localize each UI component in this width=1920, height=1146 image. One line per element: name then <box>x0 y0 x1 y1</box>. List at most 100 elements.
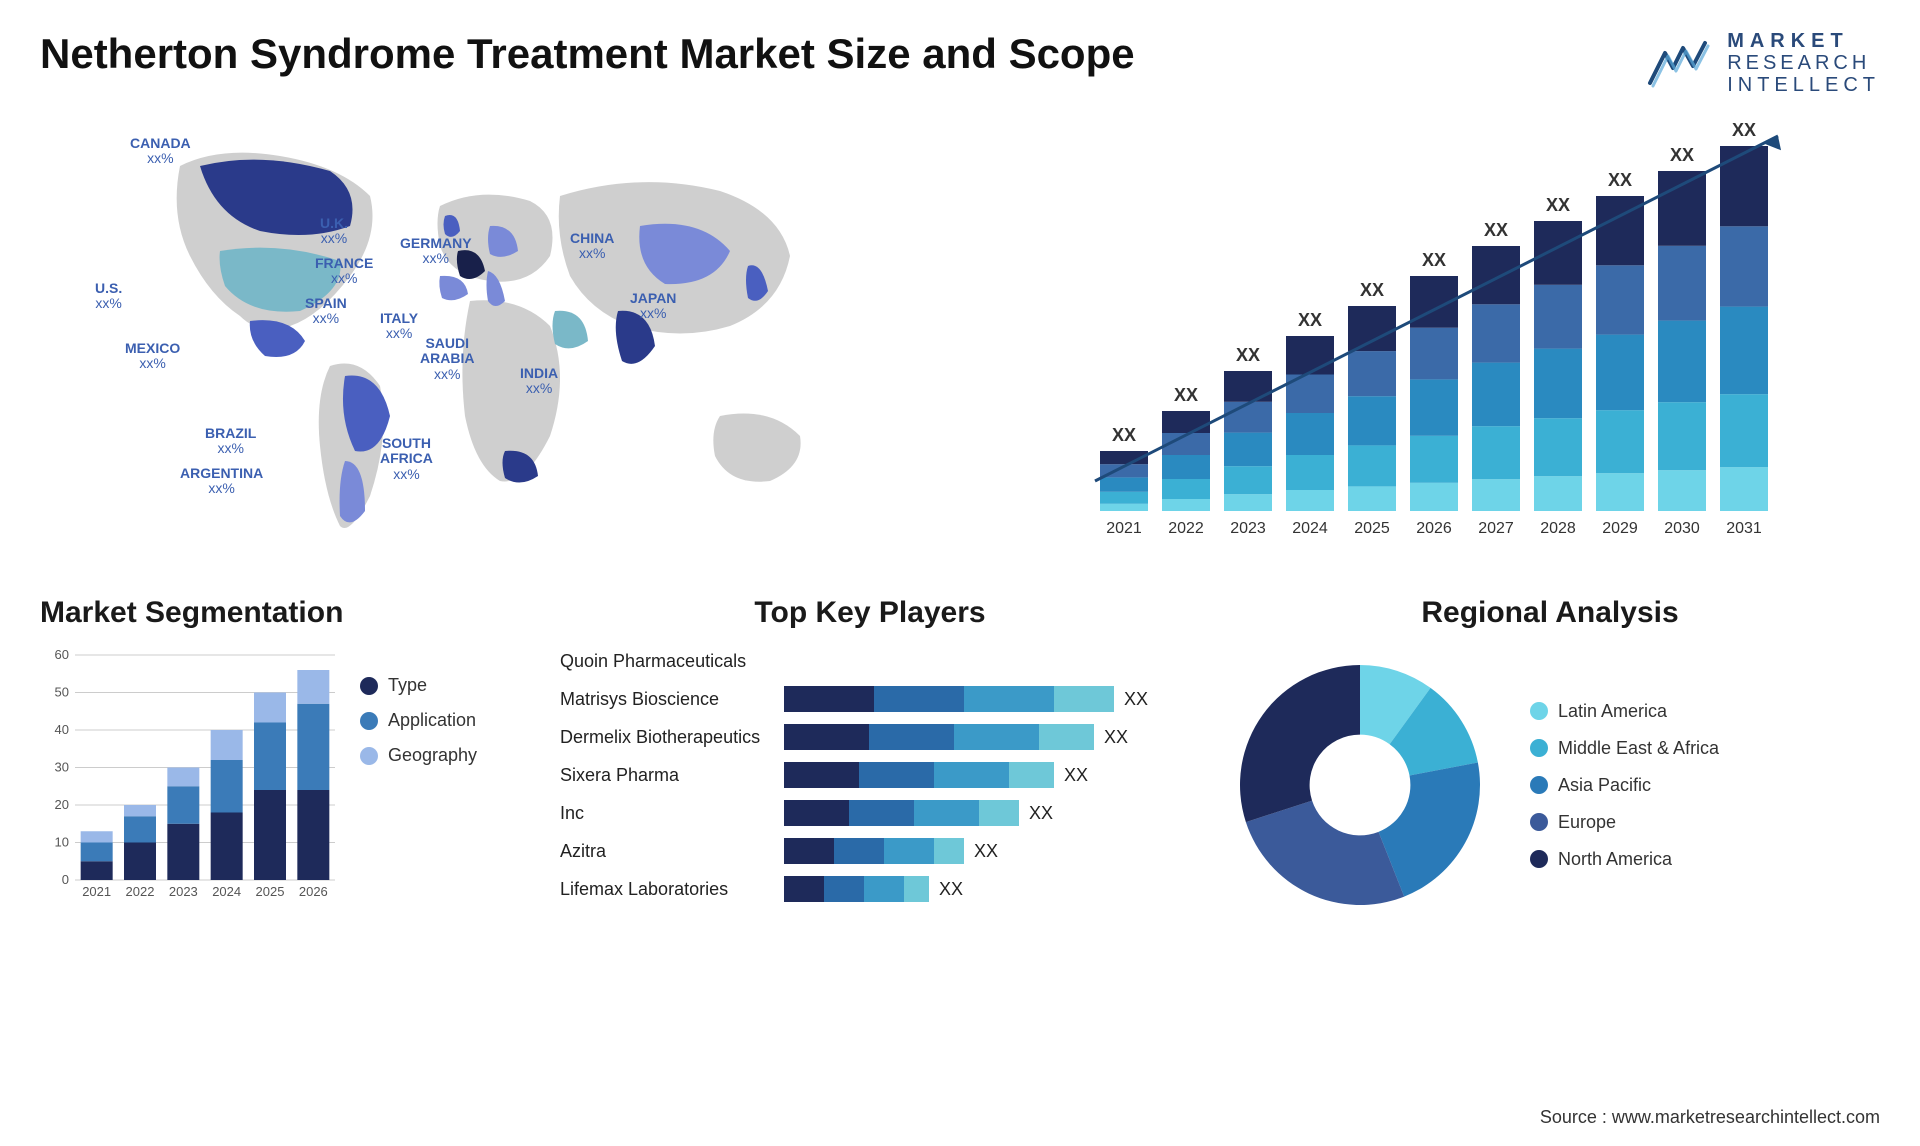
seg-year-label: 2025 <box>256 884 285 899</box>
player-bar-segment <box>784 800 849 826</box>
y-tick-label: 30 <box>55 760 69 775</box>
player-value: XX <box>1104 727 1128 748</box>
player-bar-wrap: XX <box>784 800 1180 826</box>
map-region <box>250 320 305 357</box>
forecast-year-label: 2022 <box>1168 520 1204 537</box>
forecast-bar-segment <box>1472 246 1520 304</box>
forecast-bar-segment <box>1162 499 1210 511</box>
player-value: XX <box>1124 689 1148 710</box>
legend-label: Latin America <box>1558 701 1667 722</box>
player-bar-segment <box>979 800 1019 826</box>
player-bar-segment <box>834 838 884 864</box>
bottom-row: Market Segmentation 01020304050602021202… <box>40 596 1880 925</box>
forecast-value-label: XX <box>1360 280 1384 300</box>
forecast-bar-segment <box>1534 349 1582 419</box>
map-label: CANADAxx% <box>130 136 191 167</box>
seg-bar-segment <box>297 790 329 880</box>
player-bar-segment <box>784 838 834 864</box>
player-bar-wrap: XX <box>784 686 1180 712</box>
seg-bar-segment <box>81 843 113 862</box>
world-map-panel: CANADAxx%U.S.xx%MEXICOxx%BRAZILxx%ARGENT… <box>40 116 940 556</box>
forecast-bar-segment <box>1720 146 1768 226</box>
map-label: U.S.xx% <box>95 281 122 312</box>
forecast-bar-segment <box>1720 394 1768 467</box>
map-label: GERMANYxx% <box>400 236 472 267</box>
legend-dot-icon <box>360 747 378 765</box>
players-title: Top Key Players <box>560 596 1180 630</box>
seg-bar-segment <box>167 768 199 787</box>
forecast-bar-segment <box>1596 265 1644 334</box>
player-bar-segment <box>884 838 934 864</box>
forecast-bar-segment <box>1286 490 1334 511</box>
player-row: Azitra XX <box>560 835 1180 867</box>
forecast-value-label: XX <box>1484 220 1508 240</box>
legend-dot-icon <box>1530 739 1548 757</box>
map-label: U.K.xx% <box>320 216 348 247</box>
seg-year-label: 2026 <box>299 884 328 899</box>
seg-bar-segment <box>167 786 199 824</box>
forecast-bar-segment <box>1534 221 1582 285</box>
map-label: CHINAxx% <box>570 231 614 262</box>
regional-donut-chart <box>1220 645 1500 925</box>
legend-item: Asia Pacific <box>1530 775 1719 796</box>
player-bar-wrap: XX <box>784 762 1180 788</box>
player-name: Azitra <box>560 841 770 862</box>
player-bar-segment <box>784 686 874 712</box>
legend-dot-icon <box>1530 776 1548 794</box>
forecast-year-label: 2031 <box>1726 520 1762 537</box>
forecast-bar-segment <box>1658 402 1706 470</box>
player-name: Matrisys Bioscience <box>560 689 770 710</box>
map-label: JAPANxx% <box>630 291 676 322</box>
player-bar-segment <box>849 800 914 826</box>
segmentation-legend: Type Application Geography <box>360 675 477 766</box>
forecast-bar-segment <box>1534 285 1582 349</box>
seg-bar-segment <box>81 831 113 842</box>
map-label: MEXICOxx% <box>125 341 180 372</box>
legend-dot-icon <box>1530 850 1548 868</box>
legend-label: Type <box>388 675 427 696</box>
map-region <box>439 276 468 300</box>
player-name: Dermelix Biotherapeutics <box>560 727 770 748</box>
seg-bar-segment <box>124 805 156 816</box>
legend-dot-icon <box>1530 813 1548 831</box>
forecast-value-label: XX <box>1732 120 1756 140</box>
legend-item: North America <box>1530 849 1719 870</box>
seg-year-label: 2023 <box>169 884 198 899</box>
forecast-bar-segment <box>1534 476 1582 511</box>
header: Netherton Syndrome Treatment Market Size… <box>40 30 1880 96</box>
legend-label: Application <box>388 710 476 731</box>
player-bar-segment <box>934 838 964 864</box>
forecast-bar-segment <box>1596 410 1644 473</box>
forecast-bar-segment <box>1348 396 1396 445</box>
forecast-bar-segment <box>1658 321 1706 403</box>
player-bar-segment <box>954 724 1039 750</box>
player-bar-segment <box>859 762 934 788</box>
forecast-bar-segment <box>1348 445 1396 486</box>
forecast-bar-segment <box>1224 494 1272 511</box>
y-tick-label: 50 <box>55 685 69 700</box>
forecast-value-label: XX <box>1422 250 1446 270</box>
seg-bar-segment <box>297 704 329 790</box>
y-tick-label: 40 <box>55 722 69 737</box>
top-row: CANADAxx%U.S.xx%MEXICOxx%BRAZILxx%ARGENT… <box>40 116 1880 556</box>
forecast-year-label: 2025 <box>1354 520 1390 537</box>
forecast-bar-segment <box>1596 473 1644 511</box>
player-value: XX <box>939 879 963 900</box>
map-label: SPAINxx% <box>305 296 347 327</box>
player-bar <box>784 876 929 902</box>
seg-bar-segment <box>124 816 156 842</box>
segmentation-title: Market Segmentation <box>40 596 520 630</box>
legend-label: North America <box>1558 849 1672 870</box>
player-row: Sixera PharmaXX <box>560 759 1180 791</box>
forecast-bar-segment <box>1348 306 1396 351</box>
forecast-bar-segment <box>1472 426 1520 479</box>
logo-line2: RESEARCH <box>1727 52 1880 74</box>
logo-mark-icon <box>1645 38 1715 88</box>
forecast-bar-segment <box>1658 470 1706 511</box>
legend-item: Middle East & Africa <box>1530 738 1719 759</box>
map-label: FRANCExx% <box>315 256 373 287</box>
legend-label: Geography <box>388 745 477 766</box>
legend-label: Europe <box>1558 812 1616 833</box>
player-bar-wrap: XX <box>784 838 1180 864</box>
player-bar-segment <box>784 724 869 750</box>
